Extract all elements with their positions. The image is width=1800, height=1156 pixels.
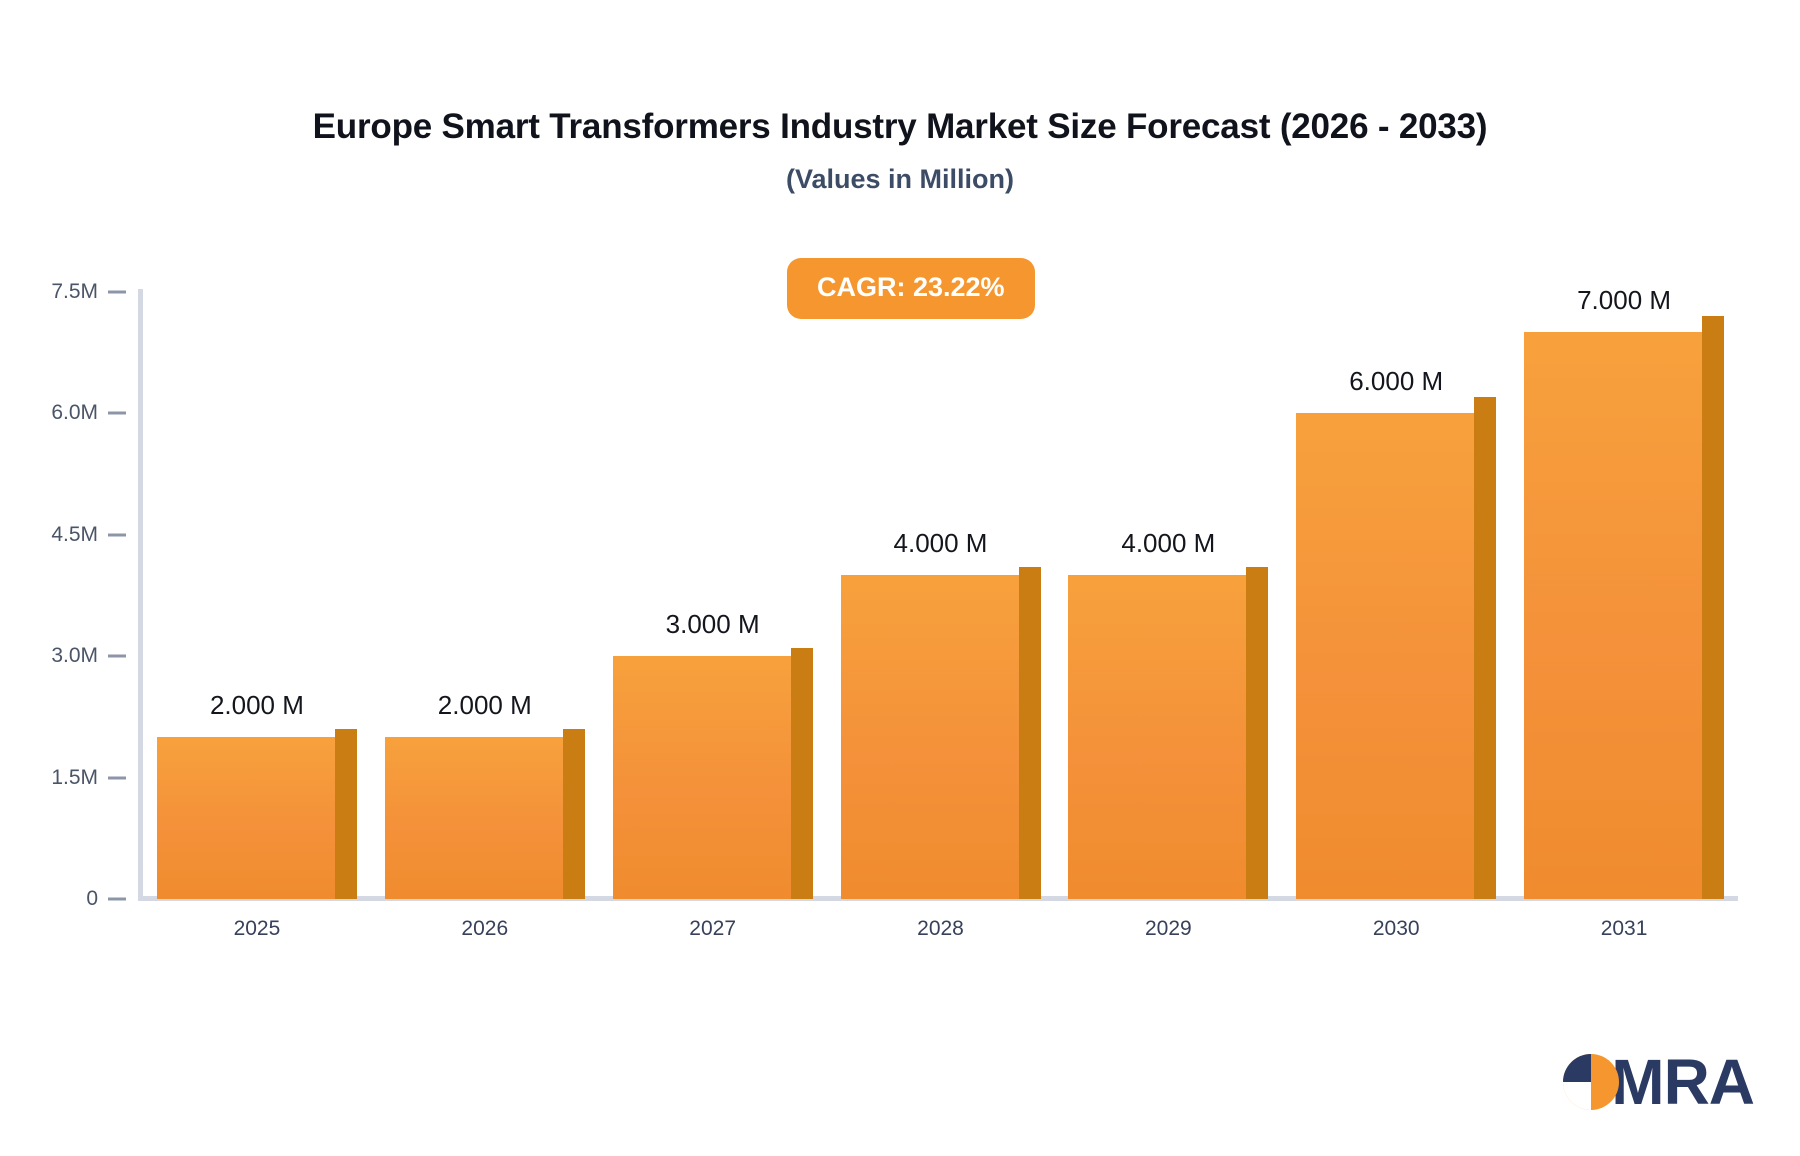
bar-front-face	[840, 575, 1019, 899]
bar: 4.000 M	[1068, 528, 1269, 899]
bar-front-face	[156, 737, 335, 899]
bar-side-face	[1246, 567, 1269, 899]
bar-value-label: 2.000 M	[209, 690, 304, 721]
bar-value-label: 4.000 M	[1121, 528, 1216, 559]
chart-subtitle: (Values in Million)	[785, 163, 1015, 194]
bar: 2.000 M	[384, 690, 585, 899]
bar-value-label: 4.000 M	[893, 528, 988, 559]
bar-value-label: 6.000 M	[1349, 366, 1444, 397]
y-tick-mark	[108, 654, 126, 658]
bar-side-face	[790, 648, 813, 899]
x-tick-label-wrap: 2026	[385, 917, 585, 947]
y-tick-mark	[108, 411, 126, 415]
bar-value-label: 7.000 M	[1577, 285, 1672, 316]
brand-logo: MRA	[1563, 1046, 1755, 1118]
y-tick-mark	[108, 533, 126, 537]
y-tick-label: 0	[86, 887, 98, 910]
y-tick-label: 1.5M	[51, 765, 98, 789]
bar: 2.000 M	[156, 690, 357, 899]
y-tick-mark	[108, 897, 126, 901]
x-tick-label-wrap: 2027	[613, 917, 813, 947]
x-tick-label: 2029	[1144, 917, 1192, 940]
bar-front-face	[1068, 575, 1247, 899]
y-tick-mark	[108, 290, 126, 294]
bar-side-face	[562, 729, 585, 899]
bar: 4.000 M	[840, 528, 1041, 899]
brand-logo-text: MRA	[1611, 1046, 1755, 1118]
x-tick-label: 2025	[233, 917, 281, 940]
x-tick-label-wrap: 2030	[1296, 917, 1496, 947]
x-tick-label: 2030	[1372, 917, 1420, 940]
y-axis-line	[138, 289, 143, 899]
bar-side-face	[1474, 397, 1497, 899]
bar: 3.000 M	[612, 609, 813, 899]
y-tick-label: 6.0M	[51, 401, 98, 425]
x-tick-label-wrap: 2031	[1524, 917, 1724, 947]
bar-front-face	[612, 656, 791, 899]
chart-header: Europe Smart Transformers Industry Marke…	[0, 0, 1800, 194]
cagr-badge: CAGR: 23.22%	[787, 258, 1035, 319]
bar-front-face	[1524, 332, 1703, 899]
x-tick-label: 2027	[689, 917, 736, 940]
bar-side-face	[334, 729, 357, 899]
pie-chart-icon	[1563, 1054, 1620, 1110]
x-tick-label-wrap: 2025	[157, 917, 357, 947]
bar: 7.000 M	[1524, 285, 1725, 899]
bar-side-face	[1702, 316, 1725, 899]
x-tick-label: 2028	[917, 917, 964, 940]
y-tick-mark	[108, 776, 126, 780]
y-tick-label: 4.5M	[51, 522, 98, 546]
bar-value-label: 3.000 M	[665, 609, 760, 640]
page-title: Europe Smart Transformers Industry Marke…	[312, 107, 1488, 146]
bar-front-face	[384, 737, 563, 899]
y-tick-label: 7.5M	[51, 280, 98, 303]
x-tick-label-wrap: 2028	[841, 917, 1041, 947]
x-tick-label: 2031	[1600, 917, 1648, 940]
y-tick-label: 3.0M	[51, 644, 98, 668]
bar-value-label: 2.000 M	[437, 690, 532, 721]
bar-side-face	[1018, 567, 1041, 899]
bar-front-face	[1296, 413, 1475, 899]
x-tick-label: 2026	[461, 917, 509, 940]
bar: 6.000 M	[1296, 366, 1497, 899]
x-tick-label-wrap: 2029	[1068, 917, 1268, 947]
